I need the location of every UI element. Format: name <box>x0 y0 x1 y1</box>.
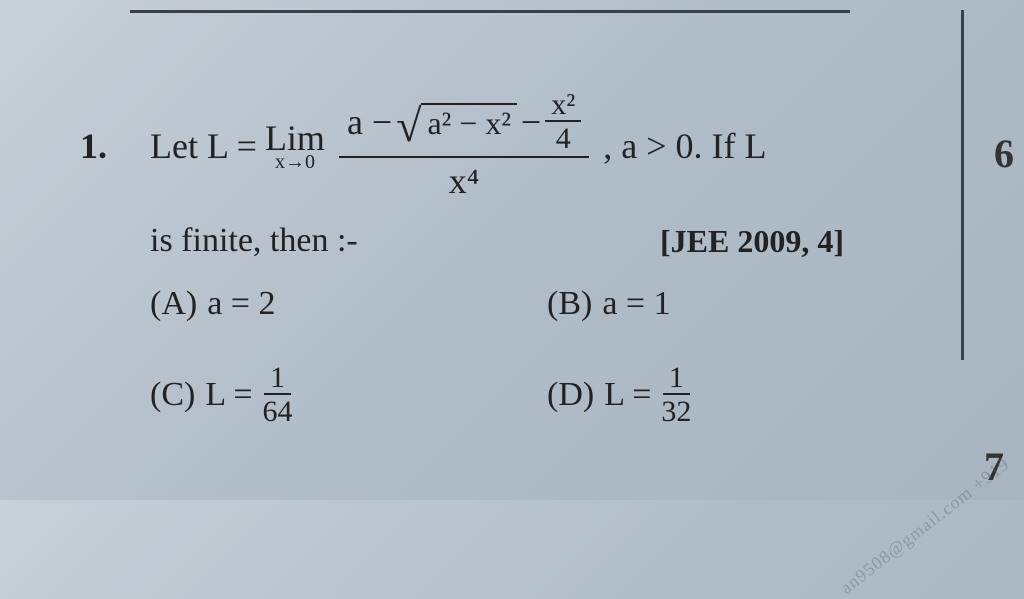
small-num: x² <box>545 90 581 122</box>
num-minus: − <box>521 101 541 143</box>
top-rule <box>130 10 850 13</box>
watermark-text: an9508@gmail.com +919 <box>837 453 1014 598</box>
option-c-den: 64 <box>263 395 293 427</box>
question-row: 1. Let L = Lim x→0 a − √ a² − x² − x² 4 <box>80 90 964 202</box>
option-c-frac: 1 64 <box>263 363 293 427</box>
option-d-num: 1 <box>663 363 690 395</box>
sqrt-inner: a² − x² <box>421 103 516 142</box>
lead-text: Let L = <box>150 125 257 167</box>
exam-tag: [JEE 2009, 4] <box>660 223 844 260</box>
sqrt-sign: √ <box>396 108 421 145</box>
option-c-label: (C) <box>150 376 195 414</box>
sqrt: √ a² − x² <box>396 103 517 142</box>
x2-over-4: x² 4 <box>545 90 581 154</box>
limit-operator: Lim x→0 <box>265 120 325 172</box>
option-a-label: (A) <box>150 285 197 323</box>
small-den: 4 <box>556 122 571 154</box>
option-d-frac: 1 32 <box>661 363 691 427</box>
condition-text: is finite, then :- <box>150 222 358 260</box>
page-container: 1. Let L = Lim x→0 a − √ a² − x² − x² 4 <box>0 0 1024 500</box>
option-d-label: (D) <box>547 376 594 414</box>
option-c[interactable]: (C) L = 1 64 <box>150 363 407 427</box>
condition-row: is finite, then :- [JEE 2009, 4] <box>150 222 964 260</box>
option-a-text: a = 2 <box>207 285 275 323</box>
option-d[interactable]: (D) L = 1 32 <box>547 363 804 427</box>
right-rule <box>961 10 964 360</box>
num-a: a − <box>347 101 392 143</box>
option-c-num: 1 <box>264 363 291 395</box>
main-fraction: a − √ a² − x² − x² 4 x⁴ <box>339 90 589 202</box>
option-a[interactable]: (A) a = 2 <box>150 285 407 323</box>
question-number: 1. <box>80 125 150 167</box>
option-d-lhs: L = <box>604 376 651 414</box>
option-d-den: 32 <box>661 395 691 427</box>
option-c-lhs: L = <box>205 376 252 414</box>
after-text: , a > 0. If L <box>603 125 766 167</box>
option-b-label: (B) <box>547 285 592 323</box>
numerator: a − √ a² − x² − x² 4 <box>339 90 589 158</box>
option-b[interactable]: (B) a = 1 <box>547 285 804 323</box>
edge-number-6: 6 <box>994 130 1014 177</box>
lim-subscript: x→0 <box>275 152 315 172</box>
option-b-text: a = 1 <box>602 285 670 323</box>
denominator: x⁴ <box>449 158 480 202</box>
options-grid: (A) a = 2 (B) a = 1 (C) L = 1 64 (D) L =… <box>150 285 964 427</box>
formula: Let L = Lim x→0 a − √ a² − x² − x² 4 <box>150 90 766 202</box>
